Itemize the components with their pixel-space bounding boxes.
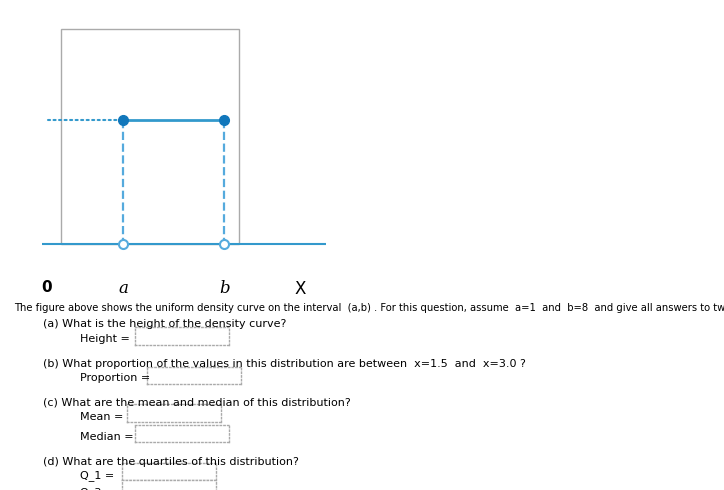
Text: Height =: Height = xyxy=(80,334,130,344)
Text: (d) What are the quartiles of this distribution?: (d) What are the quartiles of this distr… xyxy=(43,457,299,466)
Text: 0: 0 xyxy=(42,280,52,295)
Text: X: X xyxy=(295,280,306,298)
Text: The figure above shows the uniform density curve on the interval  (a,b) . For th: The figure above shows the uniform densi… xyxy=(14,303,724,313)
Bar xyxy=(62,29,239,244)
Text: (b) What proportion of the values in this distribution are between  x=1.5  and  : (b) What proportion of the values in thi… xyxy=(43,359,526,368)
Text: Q_1 =: Q_1 = xyxy=(80,470,114,481)
Text: (a) What is the height of the density curve?: (a) What is the height of the density cu… xyxy=(43,319,287,329)
Text: Q_3 =: Q_3 = xyxy=(80,488,114,490)
Text: b: b xyxy=(219,280,230,297)
Text: (c) What are the mean and median of this distribution?: (c) What are the mean and median of this… xyxy=(43,398,351,408)
Text: a: a xyxy=(118,280,128,297)
Text: Median =: Median = xyxy=(80,432,133,442)
Text: Proportion =: Proportion = xyxy=(80,373,150,383)
Text: Mean =: Mean = xyxy=(80,412,123,421)
